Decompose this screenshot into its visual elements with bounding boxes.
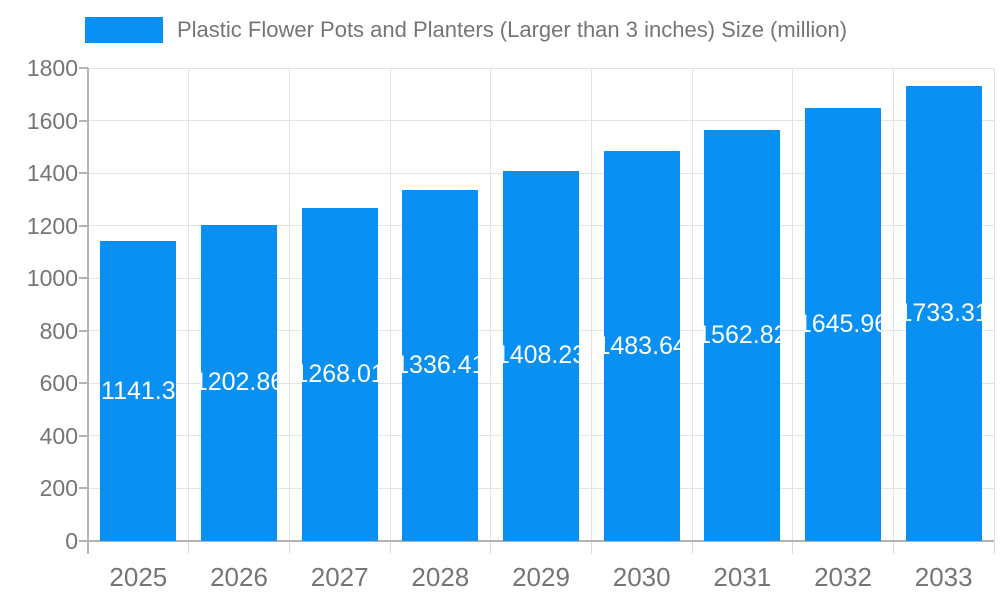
y-axis-tick [79,224,88,227]
bar-value-label: 1202.86 [201,368,277,397]
x-axis-label-2033: 2033 [914,562,973,592]
gridline [389,68,391,541]
bar-2029[interactable]: 1408.23 [503,170,579,541]
y-axis-label-1800: 1800 [26,55,78,81]
x-axis-label-2027: 2027 [310,562,369,592]
x-axis-tick [892,541,894,554]
x-axis-label-2028: 2028 [411,562,470,592]
x-axis-label-2025: 2025 [109,562,168,592]
x-axis-tick [792,541,794,554]
y-axis-tick [79,277,88,280]
bar-value-label: 1483.64 [604,331,680,360]
x-axis-tick [691,541,693,554]
x-axis-line [80,540,994,542]
legend-swatch-icon [85,17,163,43]
bar-2028[interactable]: 1336.41 [402,189,479,541]
x-axis-tick [389,541,391,554]
gridline [188,68,190,541]
y-axis-label-400: 400 [39,422,78,449]
x-axis-label-2029: 2029 [512,562,570,592]
y-axis-label-1200: 1200 [26,212,78,239]
bar-2026[interactable]: 1202.86 [201,224,277,541]
bar-2033[interactable]: 1733.31 [905,85,982,541]
y-axis-label-0: 0 [65,528,78,554]
y-axis-label-1600: 1600 [26,107,78,134]
bar-value-label: 1268.01 [302,359,378,388]
y-axis-tick [79,487,88,490]
bar-2030[interactable]: 1483.64 [603,151,680,541]
y-axis-tick [79,119,88,122]
x-axis-label-2032: 2032 [814,562,872,592]
y-axis-label-1000: 1000 [26,265,78,292]
gridline [88,120,994,122]
gridline [288,68,290,541]
gridline [691,68,693,541]
gridline [993,68,995,541]
gridline [792,68,794,541]
gridline [892,68,894,541]
bar-2025[interactable]: 1141.3 [100,241,177,541]
x-axis-tick [288,541,290,554]
bar-value-label: 1408.23 [503,341,579,370]
y-axis-tick [79,329,88,332]
bar-2027[interactable]: 1268.01 [301,207,378,541]
bar-value-label: 1336.41 [402,350,478,379]
x-axis-tick [490,541,492,554]
y-axis-label-1400: 1400 [26,160,78,187]
x-axis-tick [188,541,190,554]
bar-2031[interactable]: 1562.82 [704,130,781,541]
bar-value-label: 1141.3 [101,376,176,405]
bar-value-label: 1562.82 [704,321,780,350]
x-axis-label-2030: 2030 [612,562,671,592]
y-axis-line [87,68,89,554]
y-axis-tick [79,67,88,69]
gridline [590,68,592,541]
legend-label: Plastic Flower Pots and Planters (Larger… [177,17,848,42]
y-axis-label-800: 800 [39,317,78,344]
gridline [88,67,994,69]
y-axis-tick [79,382,88,385]
chart-legend[interactable]: Plastic Flower Pots and Planters (Larger… [85,17,847,43]
plot-area: 0 200 400 600 800 1000 1200 1400 1600 1800 1141.3 2… [27,55,995,592]
y-axis-label-200: 200 [39,475,78,502]
bar-value-label: 1733.31 [906,298,982,327]
x-axis-label-2031: 2031 [713,562,772,592]
y-axis-label-600: 600 [39,370,78,397]
gridline [490,68,492,541]
x-axis-tick [590,541,592,554]
x-axis-tick [993,541,995,554]
y-axis-tick [79,172,88,175]
y-axis-tick [79,434,88,437]
x-axis-label-2026: 2026 [210,562,268,592]
